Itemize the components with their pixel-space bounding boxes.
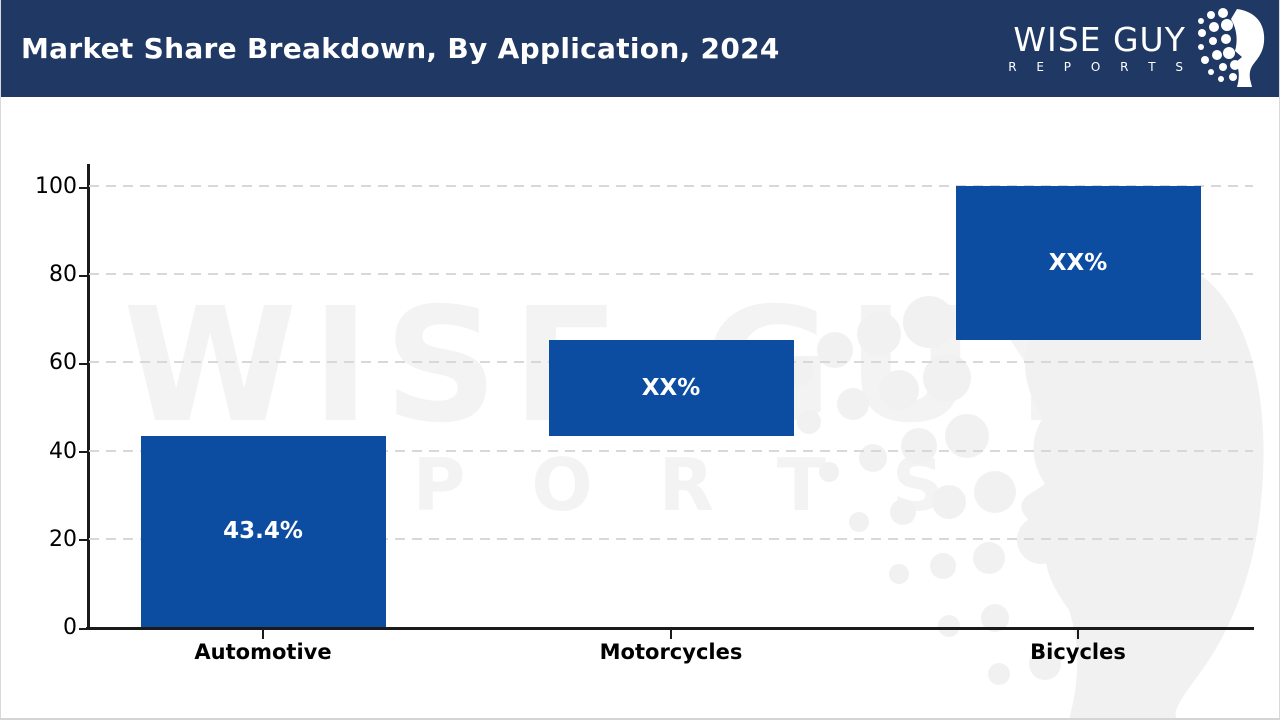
y-tick-mark-100 bbox=[79, 186, 87, 189]
gridline-40 bbox=[89, 449, 1253, 452]
bar-bicycles: XX% bbox=[955, 186, 1201, 340]
wise-guy-reports-logo: WISE GUY R E P O R T S bbox=[1008, 7, 1267, 91]
header-bar: Market Share Breakdown, By Application, … bbox=[1, 0, 1279, 97]
plot-region: 0 20 40 60 80 100 43.4% Automotive XX% Motorcycle… bbox=[1, 97, 1279, 718]
logo-head-icon bbox=[1193, 7, 1267, 91]
y-tick-label-60: 60 bbox=[49, 350, 77, 376]
bar-automotive: 43.4% bbox=[140, 435, 386, 627]
chart-canvas: WISE GUY REPORTS 0 20 40 60 80 100 43.4% Automo… bbox=[1, 97, 1279, 718]
y-tick-mark-40 bbox=[79, 451, 87, 454]
x-axis-line bbox=[86, 627, 1254, 630]
bar-value-label-automotive: 43.4% bbox=[223, 518, 303, 545]
bar-motorcycles: XX% bbox=[548, 339, 794, 436]
bar-value-label-motorcycles: XX% bbox=[641, 374, 701, 401]
x-tick-label-motorcycles: Motorcycles bbox=[599, 640, 743, 664]
x-tick-label-automotive: Automotive bbox=[194, 640, 332, 664]
y-tick-label-80: 80 bbox=[49, 262, 77, 288]
y-tick-mark-0 bbox=[79, 627, 87, 630]
y-tick-mark-80 bbox=[79, 274, 87, 277]
logo-wordmark: WISE GUY R E P O R T S bbox=[1008, 23, 1191, 74]
page-title: Market Share Breakdown, By Application, … bbox=[21, 32, 780, 65]
bar-value-label-bicycles: XX% bbox=[1048, 249, 1108, 276]
y-tick-label-100: 100 bbox=[35, 174, 77, 200]
y-tick-label-40: 40 bbox=[49, 438, 77, 464]
y-tick-mark-20 bbox=[79, 539, 87, 542]
y-axis-line bbox=[87, 164, 90, 630]
x-tick-mark-bicycles bbox=[1077, 630, 1079, 639]
watermark-face-icon bbox=[769, 222, 1269, 718]
logo-wordmark-line1: WISE GUY bbox=[1013, 20, 1186, 60]
gridline-100 bbox=[89, 185, 1253, 188]
y-tick-label-0: 0 bbox=[63, 615, 77, 640]
x-tick-mark-automotive bbox=[262, 630, 264, 639]
gridline-80 bbox=[89, 273, 1253, 276]
logo-wordmark-line2: R E P O R T S bbox=[1008, 59, 1191, 74]
x-tick-label-bicycles: Bicycles bbox=[1030, 640, 1126, 664]
x-tick-mark-motorcycles bbox=[670, 630, 672, 639]
y-tick-mark-60 bbox=[79, 362, 87, 365]
y-tick-label-20: 20 bbox=[49, 526, 77, 552]
gridline-20 bbox=[89, 537, 1253, 540]
